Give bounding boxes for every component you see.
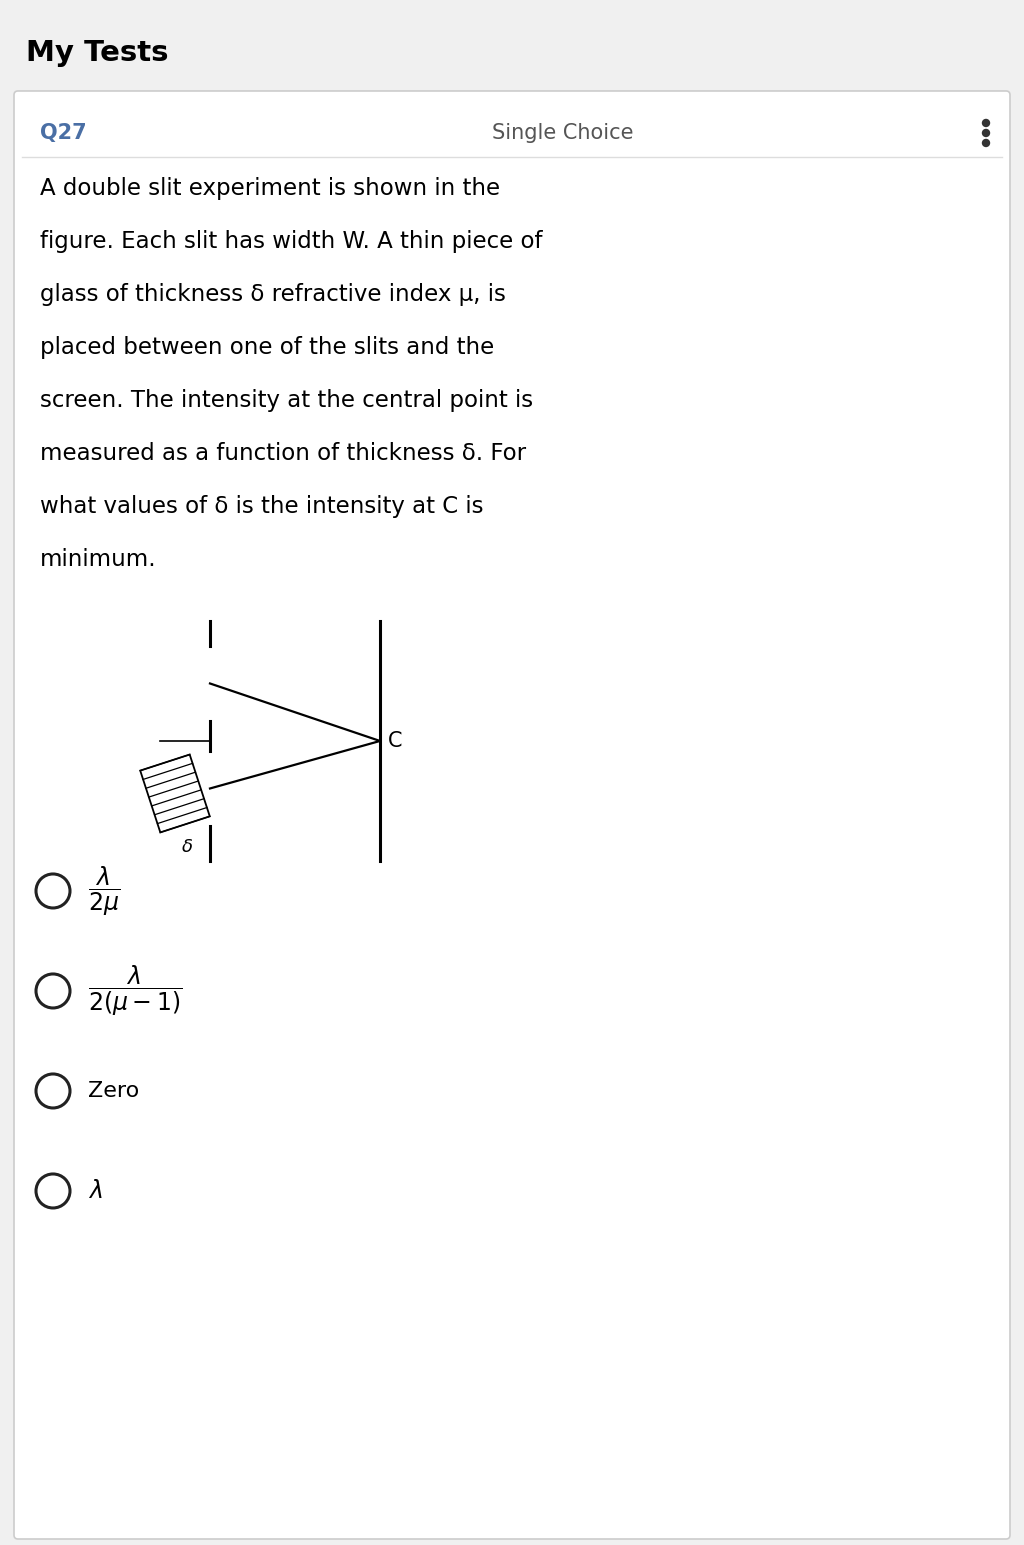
Text: minimum.: minimum. — [40, 548, 157, 572]
Circle shape — [982, 119, 989, 127]
Text: screen. The intensity at the central point is: screen. The intensity at the central poi… — [40, 389, 534, 413]
Circle shape — [982, 139, 989, 147]
Circle shape — [982, 130, 989, 136]
Text: Single Choice: Single Choice — [492, 124, 633, 144]
FancyBboxPatch shape — [14, 91, 1010, 1539]
Text: what values of δ is the intensity at C is: what values of δ is the intensity at C i… — [40, 494, 483, 518]
Text: placed between one of the slits and the: placed between one of the slits and the — [40, 335, 495, 358]
Text: A double slit experiment is shown in the: A double slit experiment is shown in the — [40, 178, 500, 199]
Text: Zero: Zero — [88, 1082, 139, 1102]
Text: $\dfrac{\lambda}{2\mu}$: $\dfrac{\lambda}{2\mu}$ — [88, 864, 120, 918]
Text: glass of thickness δ refractive index μ, is: glass of thickness δ refractive index μ,… — [40, 283, 506, 306]
Text: figure. Each slit has width W. A thin piece of: figure. Each slit has width W. A thin pi… — [40, 230, 543, 253]
Text: δ: δ — [181, 837, 193, 856]
Text: $\lambda$: $\lambda$ — [88, 1179, 102, 1204]
Text: measured as a function of thickness δ. For: measured as a function of thickness δ. F… — [40, 442, 526, 465]
Text: $\dfrac{\lambda}{2(\mu-1)}$: $\dfrac{\lambda}{2(\mu-1)}$ — [88, 964, 182, 1018]
Text: C: C — [388, 731, 402, 751]
Text: Q27: Q27 — [40, 124, 87, 144]
Text: My Tests: My Tests — [26, 39, 168, 66]
Polygon shape — [140, 754, 210, 833]
